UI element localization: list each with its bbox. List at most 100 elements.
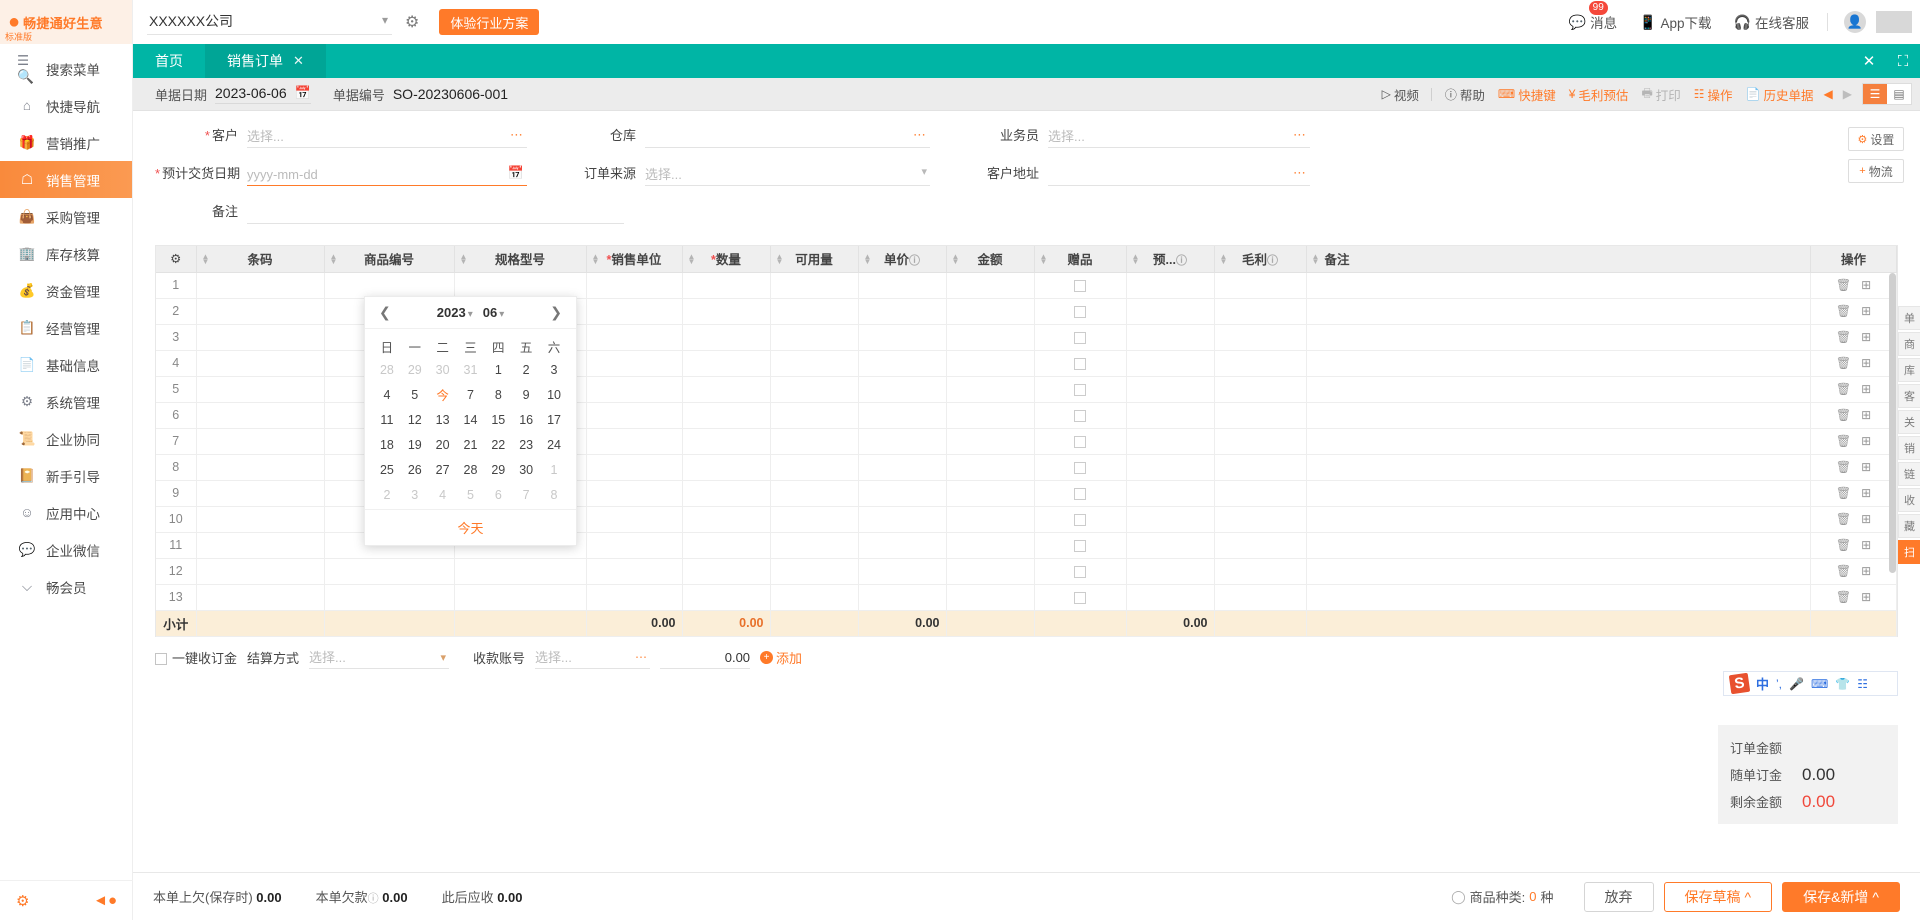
date-cell[interactable]: 3	[411, 487, 419, 502]
sidebar-item-sales[interactable]: ☖ 销售管理	[0, 161, 132, 198]
insert-row-icon[interactable]: ⊞	[1861, 330, 1872, 344]
video-button[interactable]: ▷ 视频	[1381, 87, 1419, 103]
sidebar-item-basic-info[interactable]: 📄 基础信息	[0, 346, 132, 383]
avatar[interactable]: 👤	[1844, 11, 1866, 33]
chevron-left-icon[interactable]: ❮	[379, 304, 391, 320]
insert-row-icon[interactable]: ⊞	[1861, 304, 1872, 318]
table-row[interactable]: 13 🗑 ⊞	[156, 584, 1897, 611]
warehouse-input[interactable]	[645, 128, 930, 144]
tab-home[interactable]: 首页	[133, 44, 205, 78]
trash-icon[interactable]: 🗑	[1835, 512, 1852, 526]
chevron-down-icon[interactable]: ▾	[381, 13, 388, 27]
close-icon[interactable]: ✕	[293, 53, 304, 68]
gift-checkbox[interactable]	[1074, 461, 1086, 474]
one-key-deposit-checkbox[interactable]: 一键收订金	[155, 648, 237, 667]
sidebar-item-funds[interactable]: 💰 资金管理	[0, 272, 132, 309]
date-cell[interactable]: 7	[522, 487, 530, 502]
date-cell[interactable]: 30	[519, 462, 534, 477]
date-cell[interactable]: 17	[547, 412, 561, 427]
sidebar-item-purchase[interactable]: 👜 采购管理	[0, 198, 132, 235]
rail-item-7[interactable]: 收	[1898, 488, 1920, 512]
date-cell[interactable]: 29	[491, 462, 506, 477]
ime-mode[interactable]: 中	[1756, 677, 1770, 692]
col-gift[interactable]: ▲ ▼ 赠品	[1034, 246, 1127, 273]
date-cell[interactable]: 26	[407, 462, 422, 477]
sidebar-item-quick-nav[interactable]: ⌂ 快捷导航	[0, 87, 132, 124]
col-price[interactable]: ▲ ▼ 单价ⓘ	[858, 246, 947, 273]
date-cell-today[interactable]: 今	[436, 389, 449, 403]
rail-item-0[interactable]: 单	[1898, 306, 1920, 330]
col-sales-unit[interactable]: ▲ ▼ *销售单位	[586, 246, 683, 273]
date-picker-today-button[interactable]: 今天	[365, 509, 576, 545]
col-spec[interactable]: ▲ ▼ 规格型号	[454, 246, 587, 273]
date-cell[interactable]: 28	[379, 362, 394, 377]
sort-icon[interactable]: ▲ ▼	[329, 251, 338, 266]
table-row[interactable]: 11 🗑 ⊞	[156, 532, 1897, 559]
shortcut-button[interactable]: ⌨ 快捷键	[1497, 87, 1556, 103]
table-row[interactable]: 1 🗑 ⊞	[156, 272, 1897, 299]
calendar-icon[interactable]: 📅	[507, 165, 524, 180]
insert-row-icon[interactable]: ⊞	[1861, 460, 1872, 474]
rail-item-2[interactable]: 库	[1898, 358, 1920, 382]
sort-icon[interactable]: ▲ ▼	[951, 251, 960, 266]
date-cell[interactable]: 8	[550, 487, 558, 502]
messages-button[interactable]: 💬 消息 99	[1569, 1, 1617, 32]
date-cell[interactable]: 1	[550, 462, 558, 477]
gift-checkbox[interactable]	[1074, 409, 1086, 422]
date-cell[interactable]: 2	[383, 487, 391, 502]
rail-item-9[interactable]: 扫	[1898, 540, 1920, 564]
sort-icon[interactable]: ▲ ▼	[1039, 251, 1048, 266]
date-cell[interactable]: 7	[466, 387, 474, 402]
insert-row-icon[interactable]: ⊞	[1861, 356, 1872, 370]
gift-checkbox[interactable]	[1074, 513, 1086, 526]
date-cell[interactable]: 4	[383, 387, 391, 402]
date-cell[interactable]: 10	[547, 387, 561, 402]
tabs-close-all-icon[interactable]: ✕	[1862, 53, 1876, 70]
date-cell[interactable]: 2	[522, 362, 530, 377]
insert-row-icon[interactable]: ⊞	[1861, 486, 1872, 500]
col-profit[interactable]: ▲ ▼ 毛利ⓘ	[1214, 246, 1307, 273]
address-more-icon[interactable]: ⋯	[1293, 165, 1307, 180]
gift-checkbox[interactable]	[1074, 565, 1086, 578]
question-icon[interactable]: ⓘ	[909, 255, 920, 268]
sidebar-item-search-menu[interactable]: ☰🔍 搜索菜单	[0, 50, 132, 87]
date-cell[interactable]: 15	[491, 412, 506, 427]
tab-sales-order[interactable]: 销售订单 ✕	[205, 44, 326, 78]
date-cell[interactable]: 27	[435, 462, 450, 477]
rail-item-3[interactable]: 客	[1898, 384, 1920, 408]
chevron-down-icon[interactable]: ▾	[440, 651, 447, 664]
trash-icon[interactable]: 🗑	[1835, 590, 1852, 604]
date-cell[interactable]: 5	[411, 387, 419, 402]
sidebar-item-inventory[interactable]: 🏢 库存核算	[0, 235, 132, 272]
customer-address-input[interactable]	[1048, 166, 1310, 182]
skin-icon[interactable]: 👕	[1835, 676, 1851, 691]
date-cell[interactable]: 22	[491, 437, 506, 452]
sidebar-item-collaboration[interactable]: 📜 企业协同	[0, 420, 132, 457]
account-more-icon[interactable]: ⋯	[635, 650, 648, 664]
sort-icon[interactable]: ▲ ▼	[1219, 251, 1228, 266]
date-cell[interactable]: 9	[522, 387, 530, 402]
chevron-down-icon[interactable]: ▾	[921, 166, 927, 178]
rail-item-8[interactable]: 藏	[1898, 514, 1920, 538]
trash-icon[interactable]: 🗑	[1835, 564, 1852, 578]
col-amount[interactable]: ▲ ▼ 金额	[946, 246, 1035, 273]
settings-button[interactable]: ⚙ 设置	[1848, 127, 1904, 151]
rail-item-6[interactable]: 链	[1898, 462, 1920, 486]
sidebar-item-system[interactable]: ⚙ 系统管理	[0, 383, 132, 420]
gift-checkbox[interactable]	[1074, 305, 1086, 318]
list-view-icon[interactable]: ☰	[1863, 84, 1887, 104]
rail-item-5[interactable]: 销	[1898, 436, 1920, 460]
gift-checkbox[interactable]	[1074, 591, 1086, 604]
expand-icon[interactable]: ⛶	[1897, 52, 1909, 70]
order-source-input[interactable]	[645, 166, 930, 182]
col-product-no[interactable]: ▲ ▼ 商品编号	[324, 246, 455, 273]
customer-more-icon[interactable]: ⋯	[510, 127, 524, 142]
sidebar-item-operations[interactable]: 📋 经营管理	[0, 309, 132, 346]
date-cell[interactable]: 12	[407, 412, 422, 427]
trash-icon[interactable]: 🗑	[1835, 460, 1852, 474]
col-estimate[interactable]: ▲ ▼ 预...ⓘ	[1126, 246, 1215, 273]
delivery-date-input[interactable]	[247, 166, 527, 182]
trash-icon[interactable]: 🗑	[1835, 408, 1852, 422]
company-selector[interactable]: ▾	[147, 9, 392, 35]
date-cell[interactable]: 25	[379, 462, 394, 477]
